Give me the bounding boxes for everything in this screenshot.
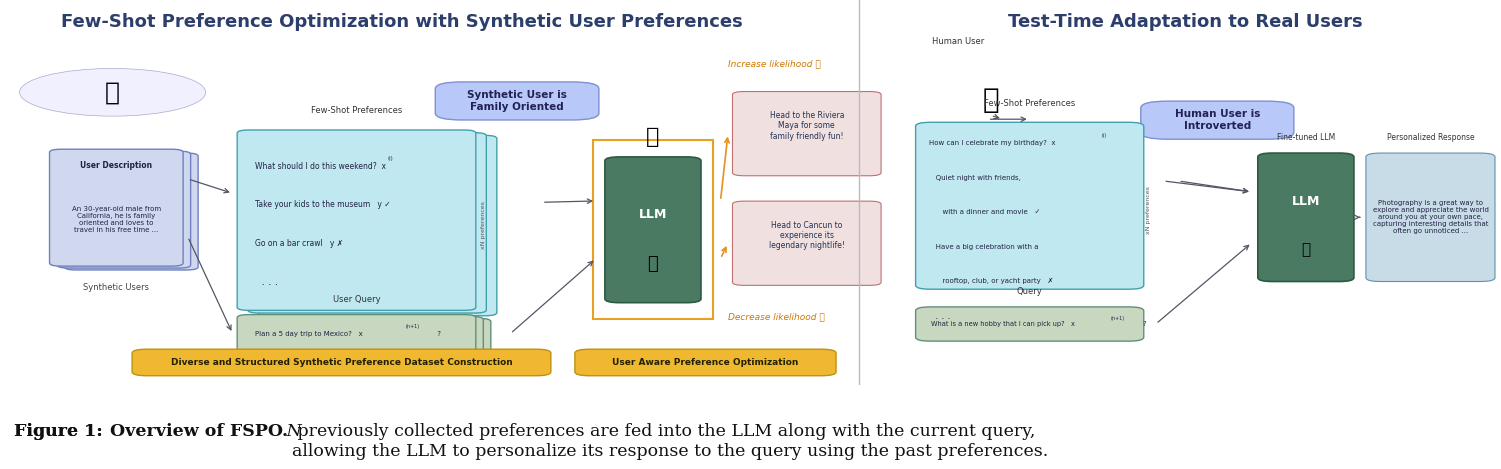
- FancyBboxPatch shape: [258, 136, 497, 316]
- Text: Overview of FSPO.: Overview of FSPO.: [98, 423, 288, 440]
- FancyBboxPatch shape: [252, 318, 491, 356]
- Text: Query: Query: [1016, 287, 1043, 296]
- Text: Figure 1:: Figure 1:: [14, 423, 102, 440]
- Text: LLM: LLM: [1292, 196, 1319, 208]
- Text: . . .: . . .: [929, 311, 950, 321]
- Text: Increase likelihood 🔄: Increase likelihood 🔄: [728, 59, 821, 68]
- FancyBboxPatch shape: [237, 130, 476, 310]
- Text: Diverse and Structured Synthetic Preference Dataset Construction: Diverse and Structured Synthetic Prefere…: [171, 358, 512, 367]
- Text: xN preferences: xN preferences: [1145, 186, 1151, 234]
- FancyBboxPatch shape: [916, 307, 1144, 341]
- FancyBboxPatch shape: [575, 349, 836, 376]
- FancyBboxPatch shape: [50, 149, 183, 266]
- Text: Synthetic User is
Family Oriented: Synthetic User is Family Oriented: [467, 90, 567, 112]
- Bar: [593, 140, 713, 319]
- Text: Take your kids to the museum   y ✓: Take your kids to the museum y ✓: [255, 200, 390, 210]
- Text: Few-Shot Preferences: Few-Shot Preferences: [311, 106, 402, 115]
- FancyBboxPatch shape: [732, 91, 881, 176]
- FancyBboxPatch shape: [605, 157, 701, 303]
- FancyBboxPatch shape: [237, 315, 476, 353]
- Text: How can I celebrate my birthday?  x: How can I celebrate my birthday? x: [929, 140, 1055, 146]
- FancyBboxPatch shape: [1366, 153, 1495, 281]
- Text: 🧠: 🧠: [1301, 242, 1310, 257]
- Text: LLM: LLM: [639, 208, 666, 221]
- Text: User Description: User Description: [80, 161, 153, 170]
- FancyBboxPatch shape: [132, 349, 551, 376]
- Text: Fine-tuned LLM: Fine-tuned LLM: [1277, 133, 1334, 142]
- Text: . . .: . . .: [255, 277, 278, 287]
- Text: Few-Shot Preferences: Few-Shot Preferences: [985, 98, 1075, 108]
- Text: Human User: Human User: [932, 37, 983, 46]
- Text: Photography is a great way to
explore and appreciate the world
around you at you: Photography is a great way to explore an…: [1372, 200, 1489, 234]
- Text: ?: ?: [1141, 321, 1147, 327]
- Text: N: N: [281, 423, 302, 440]
- Text: 👥: 👥: [105, 80, 120, 104]
- Text: Few-Shot Preference Optimization with Synthetic User Preferences: Few-Shot Preference Optimization with Sy…: [62, 14, 743, 31]
- Text: Human User is
Introverted: Human User is Introverted: [1175, 109, 1259, 131]
- Text: 🧠: 🧠: [647, 256, 659, 273]
- Text: (i): (i): [387, 156, 393, 161]
- Text: Quiet night with friends,: Quiet night with friends,: [929, 174, 1021, 181]
- Text: 🔥: 🔥: [647, 127, 659, 146]
- Text: xN preferences: xN preferences: [480, 201, 486, 249]
- FancyBboxPatch shape: [1258, 153, 1354, 281]
- Text: (i): (i): [1102, 134, 1106, 138]
- Text: What is a new hobby that I can pick up?   x: What is a new hobby that I can pick up? …: [931, 321, 1075, 327]
- Text: Head to Cancun to
experience its
legendary nightlife!: Head to Cancun to experience its legenda…: [769, 220, 845, 250]
- Text: with a dinner and movie   ✓: with a dinner and movie ✓: [929, 209, 1040, 215]
- Text: Figure 1:  Overview of FSPO.: Figure 1: Overview of FSPO.: [14, 423, 293, 440]
- FancyBboxPatch shape: [57, 151, 191, 268]
- Text: Go on a bar crawl   y ✗: Go on a bar crawl y ✗: [255, 239, 344, 248]
- FancyBboxPatch shape: [916, 122, 1144, 289]
- FancyBboxPatch shape: [732, 201, 881, 285]
- Text: Head to the Riviera
Maya for some
family friendly fun!: Head to the Riviera Maya for some family…: [770, 111, 844, 141]
- Text: 💻: 💻: [982, 86, 1000, 114]
- Text: (n+1): (n+1): [1111, 316, 1124, 321]
- Circle shape: [20, 68, 206, 116]
- FancyBboxPatch shape: [248, 133, 486, 313]
- Text: Plan a 5 day trip to Mexico?   x: Plan a 5 day trip to Mexico? x: [255, 331, 363, 337]
- Text: Decrease likelihood 🔄: Decrease likelihood 🔄: [728, 313, 824, 322]
- Text: Personalized Response: Personalized Response: [1387, 133, 1474, 142]
- FancyBboxPatch shape: [435, 82, 599, 120]
- Text: previously collected preferences are fed into the LLM along with the current que: previously collected preferences are fed…: [291, 423, 1048, 460]
- Text: rooftop, club, or yacht party   ✗: rooftop, club, or yacht party ✗: [929, 278, 1054, 284]
- Text: Synthetic Users: Synthetic Users: [84, 283, 149, 292]
- Text: What should I do this weekend?  x: What should I do this weekend? x: [255, 162, 386, 171]
- Text: An 30-year-old male from
California, he is family
oriented and loves to
travel i: An 30-year-old male from California, he …: [72, 206, 161, 233]
- Text: Figure 1:: Figure 1:: [14, 423, 102, 440]
- FancyBboxPatch shape: [65, 153, 198, 270]
- Text: Have a big celebration with a: Have a big celebration with a: [929, 244, 1039, 250]
- Text: ?: ?: [435, 331, 441, 337]
- FancyBboxPatch shape: [245, 317, 483, 355]
- FancyBboxPatch shape: [1141, 101, 1294, 139]
- Text: User Query: User Query: [333, 295, 380, 304]
- Text: Test-Time Adaptation to Real Users: Test-Time Adaptation to Real Users: [1009, 14, 1363, 31]
- Text: (n+1): (n+1): [405, 324, 419, 329]
- Text: User Aware Preference Optimization: User Aware Preference Optimization: [612, 358, 799, 367]
